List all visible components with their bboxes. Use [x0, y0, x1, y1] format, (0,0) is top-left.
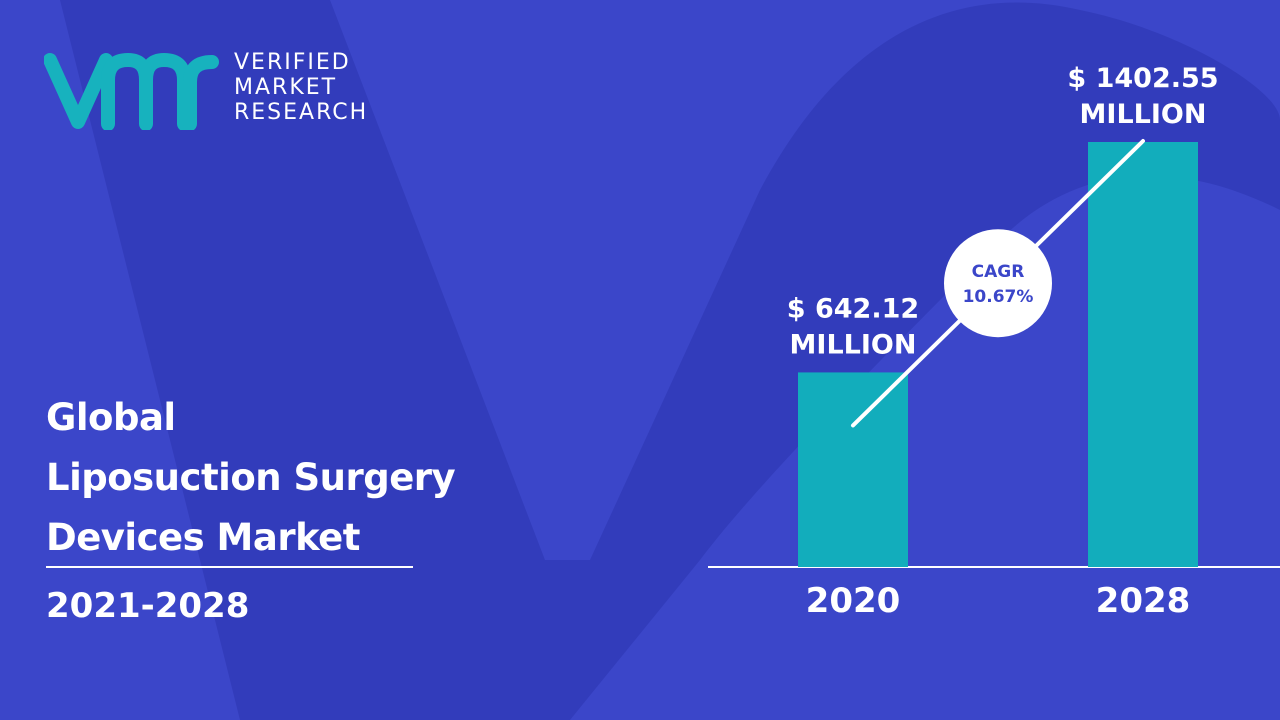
title-divider — [46, 566, 413, 568]
forecast-period: 2021-2028 — [46, 586, 250, 626]
data-label-value-2028: $ 1402.55 — [1067, 63, 1218, 94]
cagr-badge — [944, 229, 1052, 338]
data-label-unit-2020: MILLION — [790, 329, 917, 360]
bar-2020 — [798, 372, 908, 567]
market-title-line-2: Liposuction Surgery — [46, 456, 456, 499]
brand-name-line-2: MARKET — [234, 75, 338, 100]
brand-name-line-1: VERIFIED — [234, 50, 351, 75]
market-title-line-3: Devices Market — [46, 516, 360, 559]
brand-name: VERIFIED MARKET RESEARCH — [234, 50, 368, 125]
bar-2028 — [1088, 142, 1198, 567]
market-title-line-1: Global — [46, 396, 176, 439]
cagr-value: 10.67% — [963, 287, 1034, 307]
data-label-unit-2028: MILLION — [1080, 99, 1207, 130]
background-v-shape — [60, 0, 1280, 720]
market-title: Global Liposuction Surgery Devices Marke… — [46, 388, 456, 568]
data-label-value-2020: $ 642.12 — [787, 293, 919, 324]
x-tick-label-2028: 2028 — [1096, 581, 1191, 621]
cagr-label: CAGR — [972, 262, 1025, 282]
brand-name-line-3: RESEARCH — [234, 100, 369, 125]
vmr-logo-icon — [44, 52, 219, 130]
x-tick-label-2020: 2020 — [806, 581, 901, 621]
